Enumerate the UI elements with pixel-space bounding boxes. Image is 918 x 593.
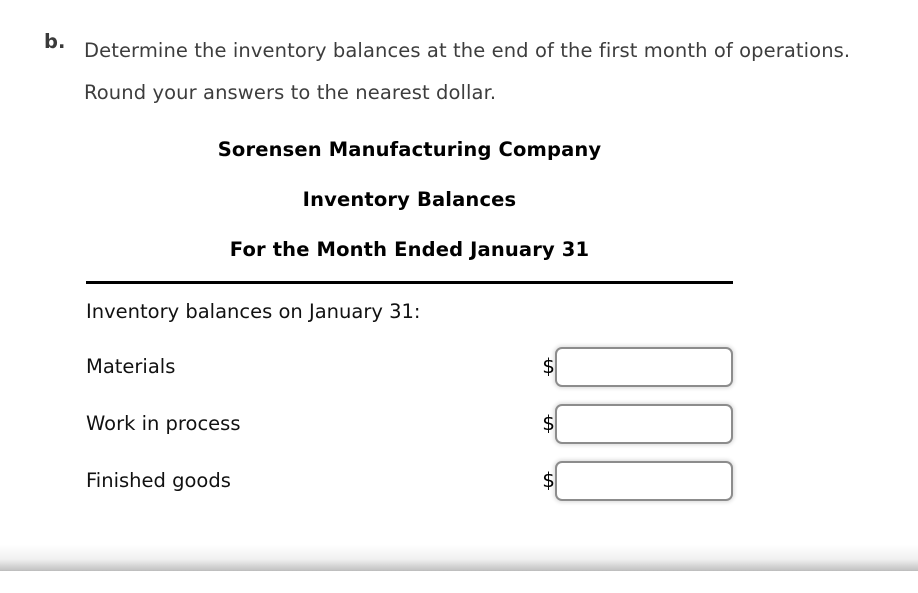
money-group: $ (542, 403, 733, 444)
statement-report-title: Inventory Balances (302, 188, 517, 211)
currency-symbol-icon: $ (542, 354, 555, 378)
row-field-finished-goods: $ (527, 452, 733, 509)
currency-symbol-icon: $ (542, 468, 555, 492)
finished-goods-amount-input[interactable] (555, 460, 733, 501)
bottom-blank-area (0, 571, 918, 593)
statement-company-name: Sorensen Manufacturing Company (217, 138, 602, 161)
bottom-shadow-band (0, 545, 918, 571)
row-label-finished-goods: Finished goods (86, 469, 231, 492)
row-label-materials: Materials (86, 355, 176, 378)
question-prompt: b. Determine the inventory balances at t… (44, 30, 894, 114)
currency-symbol-icon: $ (542, 411, 555, 435)
statement-period: For the Month Ended January 31 (229, 238, 590, 261)
section-field-spacer (527, 284, 733, 338)
money-group: $ (542, 460, 733, 501)
work-in-process-amount-input[interactable] (555, 403, 733, 444)
row-field-materials: $ (527, 338, 733, 395)
money-group: $ (542, 346, 733, 387)
statement-header-rule (86, 281, 733, 284)
table-row: Work in process $ (86, 395, 733, 452)
question-text: Determine the inventory balances at the … (84, 39, 851, 104)
table-row-section-heading: Inventory balances on January 31: (86, 284, 733, 338)
inventory-balances-table: Inventory balances on January 31: Materi… (86, 284, 733, 509)
table-row: Finished goods $ (86, 452, 733, 509)
row-label-work-in-process: Work in process (86, 412, 241, 435)
materials-amount-input[interactable] (555, 346, 733, 387)
section-label: Inventory balances on January 31: (86, 299, 421, 323)
question-marker: b. (44, 30, 66, 53)
row-field-work-in-process: $ (527, 395, 733, 452)
inventory-balances-statement: Sorensen Manufacturing Company Inventory… (86, 133, 733, 509)
table-row: Materials $ (86, 338, 733, 395)
